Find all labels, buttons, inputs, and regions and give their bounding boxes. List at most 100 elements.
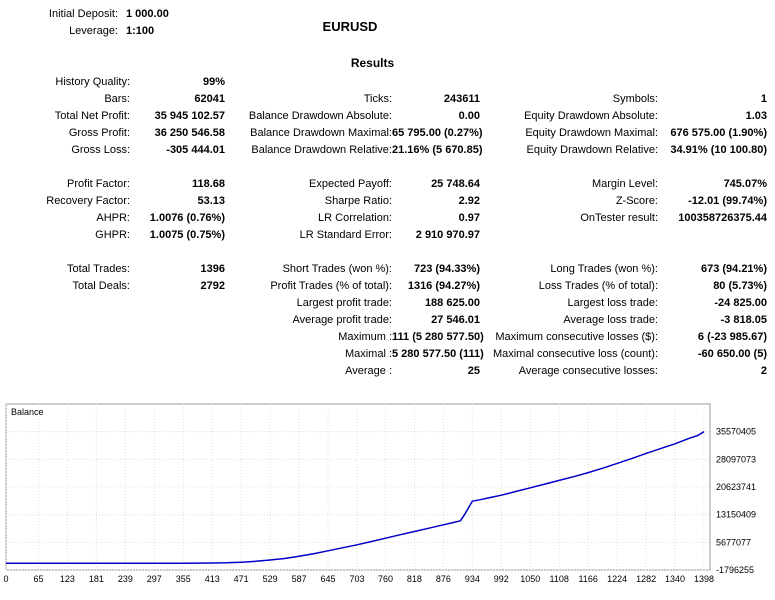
spacer-row bbox=[0, 159, 767, 176]
stat-value: 2792 bbox=[200, 280, 225, 292]
stat-value: 6 (-23 985.67) bbox=[697, 331, 767, 343]
stat-value: 676 575.00 (1.90%) bbox=[670, 127, 767, 139]
stat-value: -305 444.01 bbox=[166, 144, 225, 156]
stat-value: 2.92 bbox=[458, 195, 480, 207]
stat-value: 1.0076 (0.76%) bbox=[149, 212, 225, 224]
stat-label: Short Trades (won %): bbox=[282, 263, 392, 275]
stat-value: 35 945 102.57 bbox=[154, 110, 225, 122]
results-title: Results bbox=[350, 56, 395, 70]
stat-value: 53.13 bbox=[197, 195, 225, 207]
stat-value: 27 546.01 bbox=[431, 314, 480, 326]
stat-value: 188 625.00 bbox=[424, 297, 480, 309]
x-axis-label: 703 bbox=[349, 574, 364, 584]
stat-label: Loss Trades (% of total): bbox=[538, 280, 658, 292]
stat-value: -60 650.00 (5) bbox=[697, 348, 767, 360]
balance-chart: 35570405 28097073 20623741 13150409 5677077 -… bbox=[3, 402, 772, 597]
stat-label: Maximal consecutive loss (count): bbox=[492, 348, 658, 360]
x-axis-label: 65 bbox=[33, 574, 43, 584]
stat-value: 25 748.64 bbox=[431, 178, 480, 190]
stat-label: Profit Factor: bbox=[67, 178, 130, 190]
stat-label: Ticks: bbox=[363, 93, 392, 105]
stats-grid: History Quality: 99% Bars: 62041 Ticks: 24361… bbox=[0, 74, 767, 380]
stat-label: Average consecutive losses: bbox=[518, 365, 658, 377]
stat-value: 21.16% (5 670.85) bbox=[392, 144, 483, 156]
stat-label: Margin Level: bbox=[591, 178, 658, 190]
stat-label bbox=[0, 295, 130, 312]
stat-label bbox=[480, 227, 658, 244]
stat-value: 2 bbox=[760, 365, 767, 377]
y-axis-label: 20623741 bbox=[716, 482, 756, 492]
stat-value: 0.97 bbox=[458, 212, 480, 224]
stat-value: 111 (5 280 577.50) bbox=[392, 331, 484, 343]
stat-value: 62041 bbox=[194, 93, 225, 105]
x-axis-label: 0 bbox=[4, 574, 9, 584]
stat-label: Largest loss trade: bbox=[567, 297, 659, 309]
stat-label: GHPR: bbox=[95, 229, 130, 241]
x-axis-label: 529 bbox=[263, 574, 278, 584]
stat-label bbox=[0, 329, 130, 346]
stat-label: LR Correlation: bbox=[318, 212, 392, 224]
stat-label: Z-Score: bbox=[615, 195, 658, 207]
stat-value: 100358726375.44 bbox=[678, 212, 767, 224]
y-axis-label: 13150409 bbox=[716, 510, 756, 520]
initial-deposit-value: 1 000.00 bbox=[126, 8, 169, 20]
stat-value: 1396 bbox=[200, 263, 225, 275]
stat-label: Total Deals: bbox=[72, 280, 130, 292]
stat-value bbox=[392, 74, 480, 91]
stat-value: -3 818.05 bbox=[720, 314, 767, 326]
stat-label: Gross Loss: bbox=[71, 144, 130, 156]
stat-label: Total Net Profit: bbox=[54, 110, 130, 122]
stat-label: Equity Drawdown Absolute: bbox=[524, 110, 658, 122]
y-axis-label: -1796255 bbox=[716, 565, 754, 575]
stat-value: 243611 bbox=[443, 93, 480, 105]
stat-label: Balance Drawdown Absolute: bbox=[248, 110, 392, 122]
x-axis-label: 934 bbox=[465, 574, 480, 584]
stat-value: 65 795.00 (0.27%) bbox=[392, 127, 483, 139]
x-axis-label: 413 bbox=[205, 574, 220, 584]
y-axis-label: 28097073 bbox=[716, 454, 756, 464]
stat-label: Bars: bbox=[104, 93, 130, 105]
x-axis-label: 1224 bbox=[607, 574, 627, 584]
x-axis-label: 1166 bbox=[578, 574, 597, 584]
stat-label bbox=[0, 346, 130, 363]
x-axis-label: 1398 bbox=[694, 574, 714, 584]
stat-value: 36 250 546.58 bbox=[154, 127, 225, 139]
y-axis-label: 35570405 bbox=[716, 427, 756, 437]
initial-deposit-label: Initial Deposit: bbox=[48, 8, 118, 20]
stat-value bbox=[130, 329, 225, 346]
stat-label: AHPR: bbox=[96, 212, 130, 224]
stat-value: 745.07% bbox=[723, 178, 767, 190]
stat-label: Equity Drawdown Relative: bbox=[526, 144, 658, 156]
stat-label: Sharpe Ratio: bbox=[324, 195, 392, 207]
x-axis-label: 297 bbox=[147, 574, 162, 584]
x-axis-label: 355 bbox=[176, 574, 191, 584]
x-axis-label: 181 bbox=[89, 574, 104, 584]
stat-value: 80 (5.73%) bbox=[713, 280, 767, 292]
x-axis-label: 239 bbox=[118, 574, 133, 584]
x-axis-label: 587 bbox=[292, 574, 307, 584]
stat-value: 34.91% (10 100.80) bbox=[670, 144, 767, 156]
symbol-title: EURUSD bbox=[322, 19, 378, 34]
stat-label: LR Standard Error: bbox=[299, 229, 392, 241]
stat-label: Symbols: bbox=[612, 93, 658, 105]
stat-label: Balance Drawdown Maximal: bbox=[250, 127, 392, 139]
stat-label: Largest profit trade: bbox=[296, 297, 392, 309]
stat-value: 673 (94.21%) bbox=[700, 263, 767, 275]
stat-label: Long Trades (won %): bbox=[550, 263, 658, 275]
stat-label: Expected Payoff: bbox=[309, 178, 392, 190]
stat-label: Average : bbox=[345, 365, 392, 377]
stat-value bbox=[130, 363, 225, 380]
leverage-label: Leverage: bbox=[69, 25, 118, 37]
stat-value: 99% bbox=[202, 76, 225, 88]
stat-label: Total Trades: bbox=[67, 263, 130, 275]
stat-value bbox=[130, 312, 225, 329]
x-axis-label: 818 bbox=[407, 574, 422, 584]
stat-value: -24 825.00 bbox=[714, 297, 767, 309]
stat-label bbox=[480, 74, 658, 91]
stat-value bbox=[130, 295, 225, 312]
x-axis-label: 992 bbox=[494, 574, 509, 584]
stat-label: Equity Drawdown Maximal: bbox=[525, 127, 658, 139]
stat-value: 1316 (94.27%) bbox=[407, 280, 480, 292]
stat-label: Maximum consecutive losses ($): bbox=[495, 331, 658, 343]
